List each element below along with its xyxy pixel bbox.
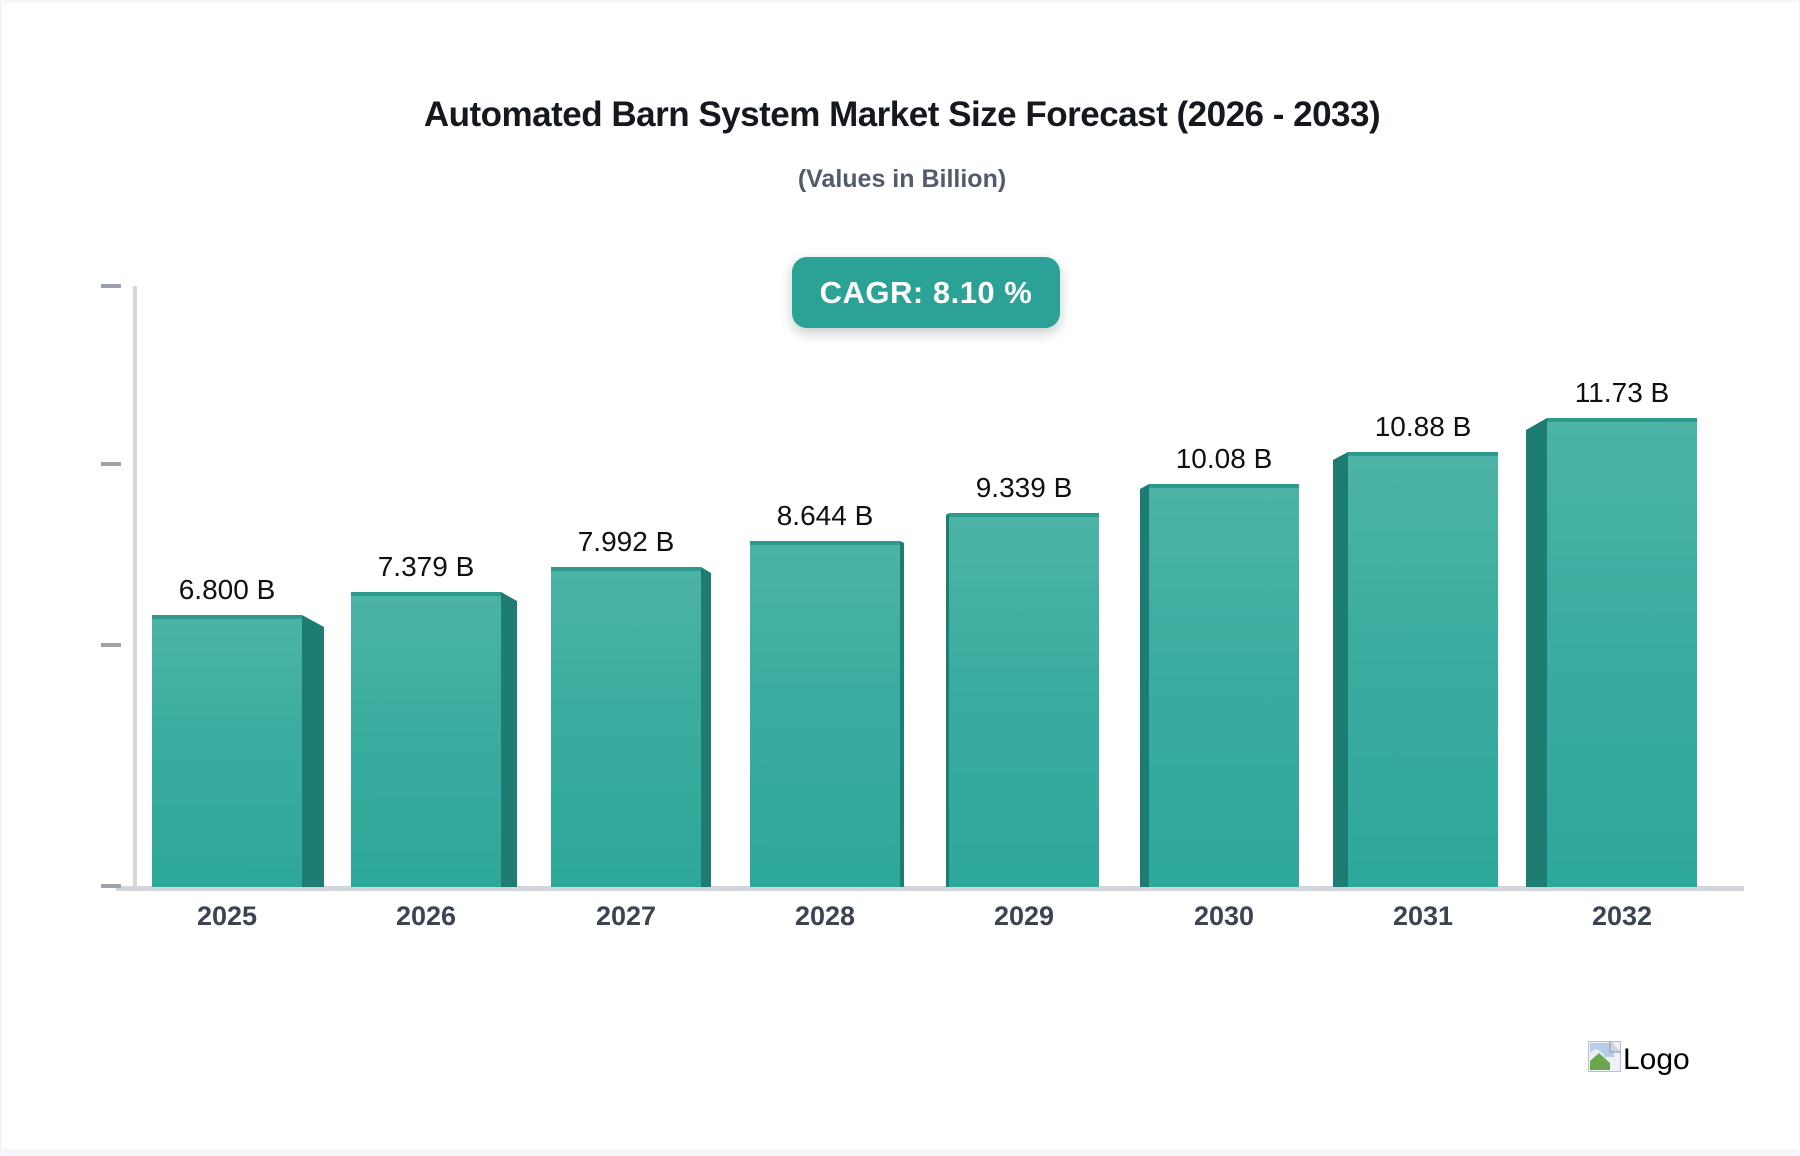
bar-3d-side xyxy=(302,615,324,887)
bar-top-edge xyxy=(1547,418,1697,422)
x-axis-label: 2027 xyxy=(595,901,657,931)
x-axis-label: 2031 xyxy=(1392,901,1454,931)
bar-3d-side xyxy=(501,592,517,887)
x-axis-line xyxy=(116,886,1744,891)
x-axis-label: 2028 xyxy=(794,901,856,931)
x-axis-label: 2030 xyxy=(1193,901,1255,931)
bar-top-edge xyxy=(1149,484,1299,488)
bar-top-edge xyxy=(1348,452,1498,456)
bar-value-label: 7.379 B xyxy=(377,551,475,582)
bar-3d-side xyxy=(1333,452,1348,887)
bar-top-edge xyxy=(949,513,1099,517)
x-axis-label: 2029 xyxy=(993,901,1055,931)
bar-value-label: 10.08 B xyxy=(1175,443,1273,474)
bar xyxy=(351,592,501,887)
bar xyxy=(1547,418,1697,887)
cagr-badge-label: CAGR: 8.10 % xyxy=(819,274,1033,310)
logo-alt-text: Logo xyxy=(1623,1043,1690,1076)
bar-value-label: 6.800 B xyxy=(178,574,276,605)
bar xyxy=(949,513,1099,887)
bar-3d-side xyxy=(946,513,949,887)
bar xyxy=(152,615,302,887)
bar-3d-side xyxy=(900,541,904,887)
bar-3d-side xyxy=(701,567,711,887)
bar-3d-side xyxy=(1526,418,1547,887)
cagr-badge: CAGR: 8.10 % xyxy=(792,257,1060,328)
chart-title: Automated Barn System Market Size Foreca… xyxy=(423,95,1381,134)
y-axis-line xyxy=(133,286,137,887)
bar xyxy=(551,567,701,887)
bar-top-edge xyxy=(551,567,701,571)
bar-value-label: 10.88 B xyxy=(1374,411,1472,442)
bar-value-label: 9.339 B xyxy=(975,472,1073,503)
bar-value-label: 8.644 B xyxy=(776,500,874,531)
y-axis-tick-dash xyxy=(101,462,121,466)
bar-top-edge xyxy=(152,615,302,619)
y-axis-tick-dash xyxy=(101,643,121,647)
chart-subtitle: (Values in Billion) xyxy=(797,165,1007,193)
bar-value-label: 7.992 B xyxy=(577,526,675,557)
x-axis-label: 2025 xyxy=(196,901,258,931)
logo: Logo xyxy=(1588,1041,1690,1079)
y-axis-tick-dash xyxy=(101,884,121,888)
bar-value-label: 11.73 B xyxy=(1574,377,1670,408)
x-axis-label: 2026 xyxy=(395,901,457,931)
x-axis-label: 2032 xyxy=(1591,901,1653,931)
bar xyxy=(750,541,900,887)
bar xyxy=(1348,452,1498,887)
bar-top-edge xyxy=(351,592,501,596)
bar-top-edge xyxy=(750,541,900,545)
y-axis-tick-dash xyxy=(101,284,121,288)
bar xyxy=(1149,484,1299,887)
broken-image-icon xyxy=(1588,1041,1621,1072)
bottom-strip xyxy=(2,1149,1798,1156)
bar-3d-side xyxy=(1140,484,1149,887)
